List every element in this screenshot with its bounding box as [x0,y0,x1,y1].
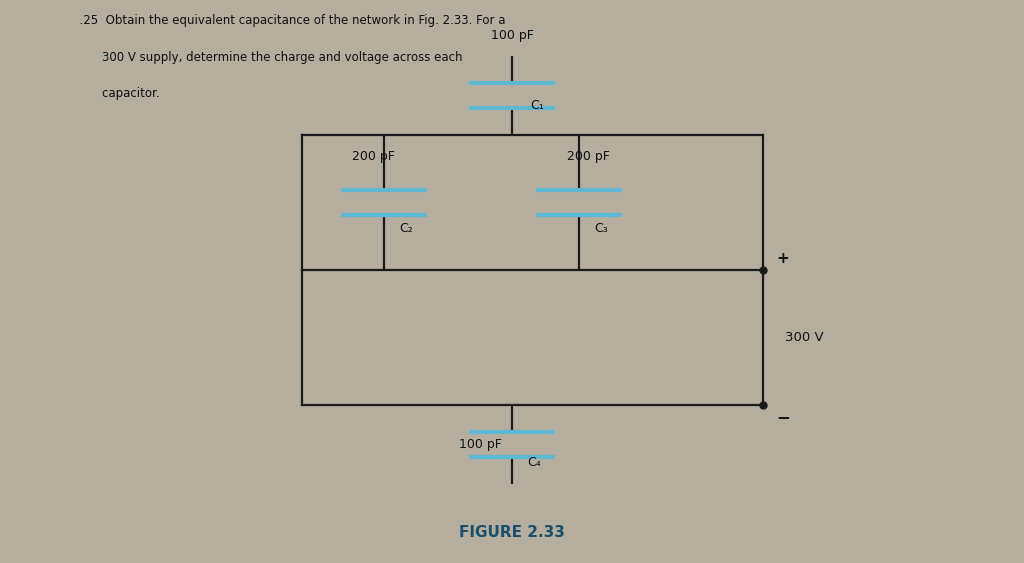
Text: 100 pF: 100 pF [459,438,502,452]
Text: C₂: C₂ [399,221,413,235]
Text: 200 pF: 200 pF [567,150,610,163]
Text: C₁: C₁ [530,99,544,111]
Text: 300 V: 300 V [785,331,824,345]
Text: −: − [776,408,791,426]
Text: 300 V supply, determine the charge and voltage across each: 300 V supply, determine the charge and v… [72,51,462,64]
Text: .25  Obtain the equivalent capacitance of the network in Fig. 2.33. For a: .25 Obtain the equivalent capacitance of… [72,14,505,27]
Text: C₃: C₃ [594,221,607,235]
Text: 100 pF: 100 pF [490,29,534,42]
Text: +: + [776,251,788,266]
Text: capacitor.: capacitor. [72,87,160,100]
Text: C₄: C₄ [527,455,541,468]
Text: FIGURE 2.33: FIGURE 2.33 [459,525,565,540]
Text: 200 pF: 200 pF [352,150,395,163]
